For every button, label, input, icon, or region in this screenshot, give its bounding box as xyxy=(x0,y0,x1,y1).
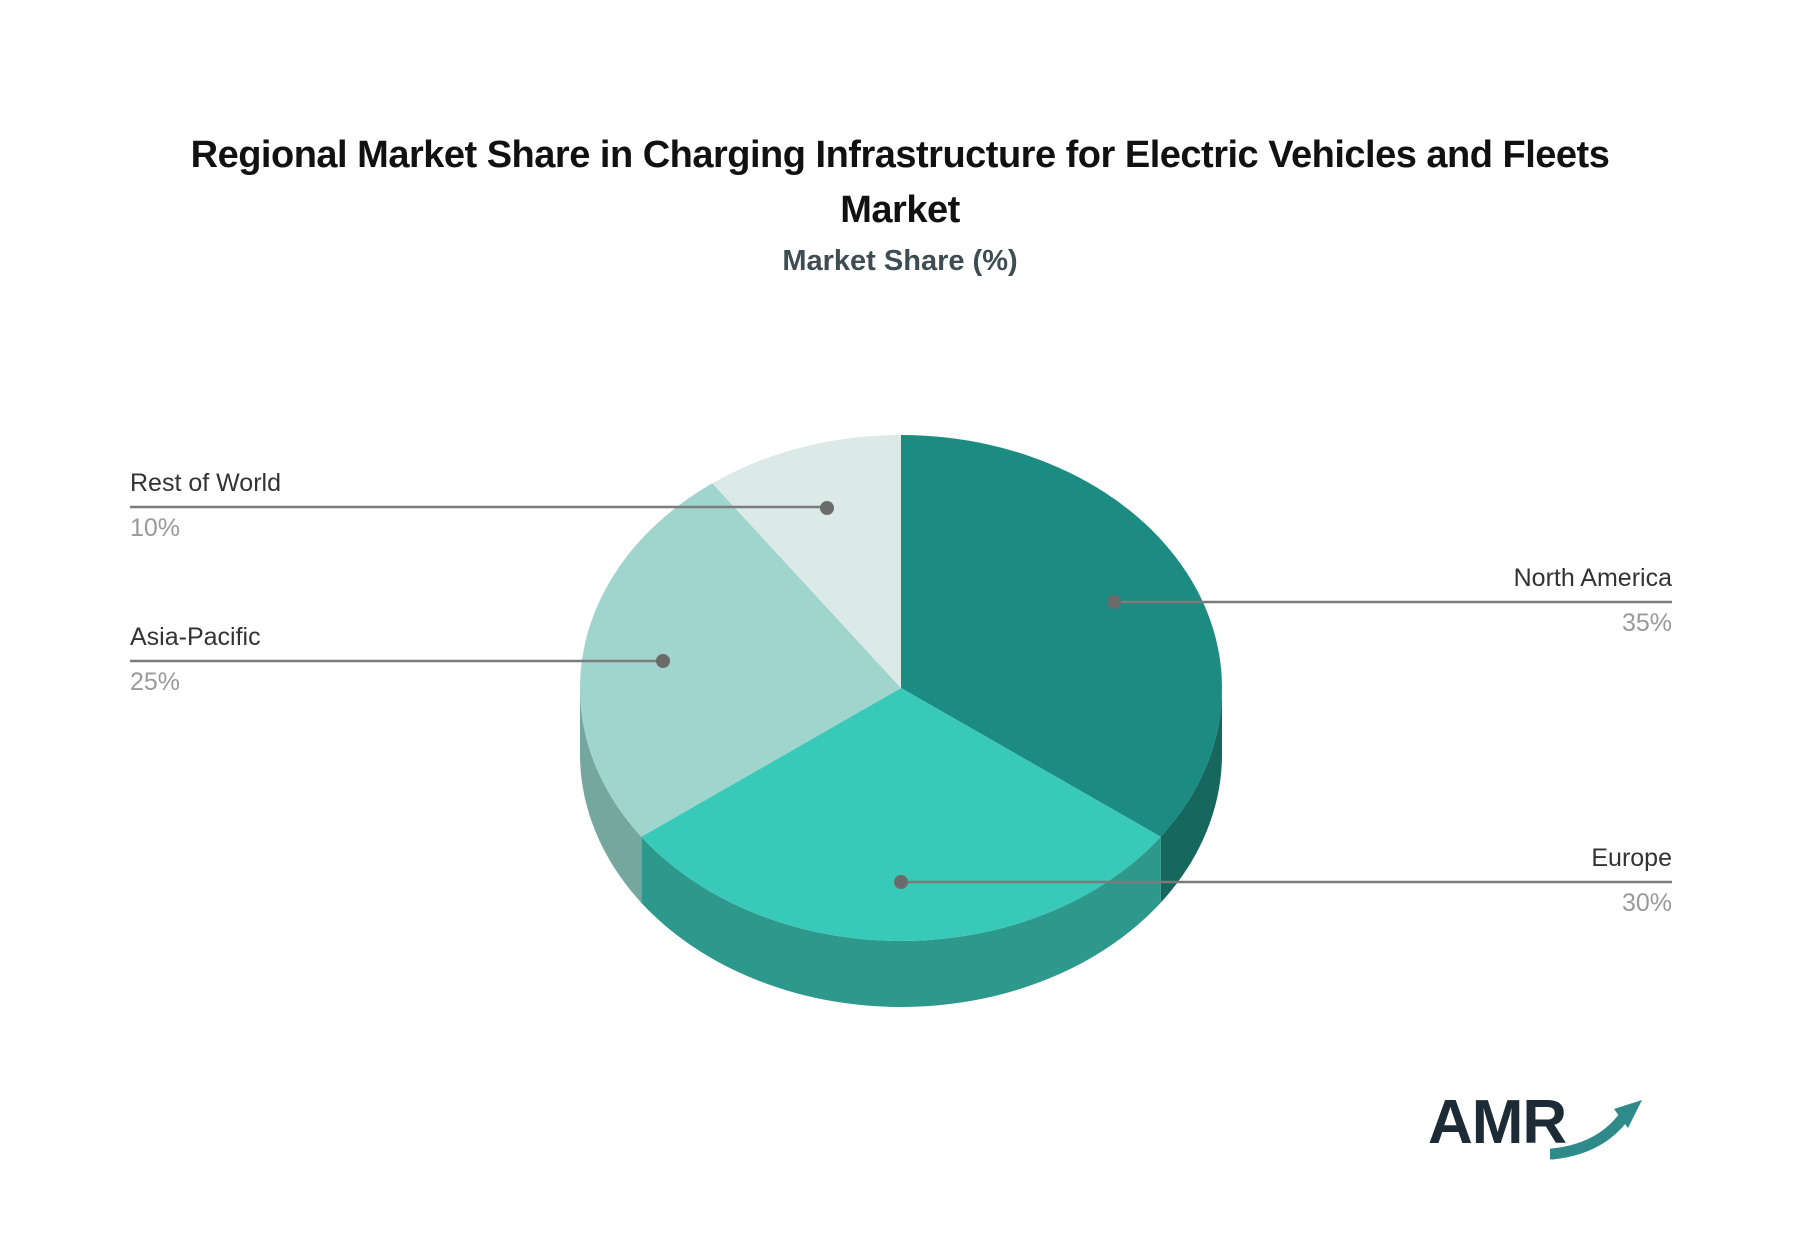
pie-slice-side xyxy=(641,836,1161,1007)
slice-percent: 35% xyxy=(1621,609,1672,637)
pie-slice-europe xyxy=(641,688,1161,941)
label-europe: Europe 30% xyxy=(1112,843,1672,918)
amr-logo-arrow-icon xyxy=(1550,1100,1642,1160)
chart-title-line-2: Market xyxy=(840,189,960,231)
amr-logo-text: AMR xyxy=(1428,1088,1567,1157)
label-rest-of-world: Rest of World 10% xyxy=(130,468,690,543)
leader-dot xyxy=(656,654,670,668)
slice-percent: 25% xyxy=(130,668,181,696)
pie-slice-north-america xyxy=(901,435,1222,837)
pie-slice-side xyxy=(1160,688,1222,903)
slice-name: North America xyxy=(1513,564,1672,592)
slice-name: Asia-Pacific xyxy=(130,623,261,651)
leader-dot xyxy=(894,875,908,889)
pie-slice-rest-of-world xyxy=(712,435,901,688)
slice-name: Europe xyxy=(1591,844,1672,872)
label-asia-pacific: Asia-Pacific 25% xyxy=(130,622,690,697)
label-north-america: North America 35% xyxy=(1112,563,1672,638)
pie-slice-side xyxy=(580,688,642,903)
leader-dot xyxy=(1107,595,1121,609)
pie-slice-asia-pacific xyxy=(579,483,901,837)
chart-title-line-1: Regional Market Share in Charging Infras… xyxy=(190,134,1610,176)
leader-dot xyxy=(820,501,834,515)
slice-name: Rest of World xyxy=(130,469,281,497)
chart-title: Regional Market Share in Charging Infras… xyxy=(0,128,1800,238)
amr-logo: AMR xyxy=(1428,1092,1648,1162)
slice-percent: 10% xyxy=(130,514,181,542)
chart-subtitle: Market Share (%) xyxy=(782,245,1018,277)
slice-percent: 30% xyxy=(1621,889,1672,917)
